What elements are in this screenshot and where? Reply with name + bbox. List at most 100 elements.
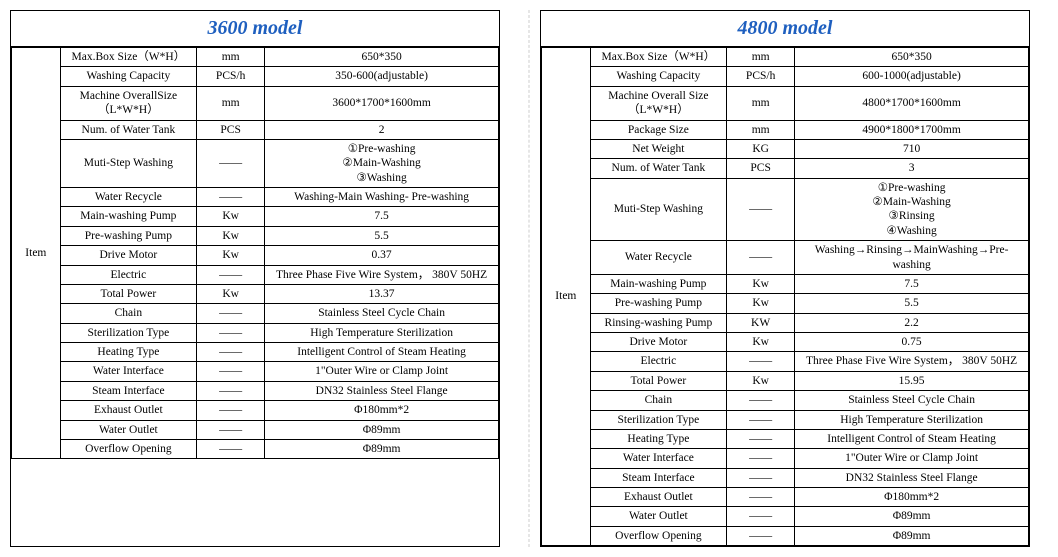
value-cell: 350-600(adjustable) (265, 67, 499, 86)
unit-cell: —— (197, 420, 265, 439)
table-row: Main-washing PumpKw7.5 (12, 207, 499, 226)
unit-cell: —— (727, 449, 795, 468)
value-cell: DN32 Stainless Steel Flange (795, 468, 1029, 487)
table-row: Electric——Three Phase Five Wire System， … (12, 265, 499, 284)
unit-cell: Kw (197, 246, 265, 265)
table-row: Water Outlet——Φ89mm (12, 420, 499, 439)
table-row: Total PowerKw13.37 (12, 284, 499, 303)
model-3600-title: 3600 model (11, 11, 499, 47)
param-cell: Total Power (590, 371, 726, 390)
model-4800-title: 4800 model (541, 11, 1029, 47)
unit-cell: mm (727, 86, 795, 120)
value-cell: Washing→Rinsing→MainWashing→Pre-washing (795, 241, 1029, 275)
table-row: Washing CapacityPCS/h600-1000(adjustable… (542, 67, 1029, 86)
table-row: Muti-Step Washing——①Pre-washing②Main-Was… (12, 139, 499, 187)
table-row: Heating Type——Intelligent Control of Ste… (12, 343, 499, 362)
param-cell: Main-washing Pump (60, 207, 196, 226)
param-cell: Drive Motor (60, 246, 196, 265)
unit-cell: PCS/h (197, 67, 265, 86)
param-cell: Rinsing-washing Pump (590, 313, 726, 332)
value-cell: Washing-Main Washing- Pre-washing (265, 188, 499, 207)
value-cell: 7.5 (795, 274, 1029, 293)
value-cell: 15.95 (795, 371, 1029, 390)
unit-cell: KW (727, 313, 795, 332)
param-cell: Overflow Opening (60, 439, 196, 458)
table-row: ItemMax.Box Size（W*H）mm650*350 (12, 48, 499, 67)
table-row: Net WeightKG710 (542, 139, 1029, 158)
param-cell: Machine Overall Size（L*W*H） (590, 86, 726, 120)
value-cell: High Temperature Sterilization (795, 410, 1029, 429)
param-cell: Sterilization Type (60, 323, 196, 342)
value-cell: 710 (795, 139, 1029, 158)
unit-cell: Kw (727, 333, 795, 352)
table-row: Main-washing PumpKw7.5 (542, 274, 1029, 293)
value-cell: 1"Outer Wire or Clamp Joint (795, 449, 1029, 468)
param-cell: Package Size (590, 120, 726, 139)
unit-cell: —— (727, 468, 795, 487)
param-cell: Water Recycle (590, 241, 726, 275)
table-row: Drive MotorKw0.37 (12, 246, 499, 265)
value-cell: Φ180mm*2 (265, 401, 499, 420)
param-cell: Exhaust Outlet (60, 401, 196, 420)
param-cell: Chain (60, 304, 196, 323)
unit-cell: —— (197, 188, 265, 207)
table-row: Total PowerKw15.95 (542, 371, 1029, 390)
table-row: Num. of Water TankPCS3 (542, 159, 1029, 178)
param-cell: Electric (60, 265, 196, 284)
unit-cell: mm (197, 48, 265, 67)
table-row: Sterilization Type——High Temperature Ste… (12, 323, 499, 342)
table-row: Sterilization Type——High Temperature Ste… (542, 410, 1029, 429)
value-cell: 7.5 (265, 207, 499, 226)
table-row: Exhaust Outlet——Φ180mm*2 (542, 488, 1029, 507)
table-row: Machine Overall Size（L*W*H）mm4800*1700*1… (542, 86, 1029, 120)
table-row: Overflow Opening——Φ89mm (542, 526, 1029, 545)
table-row: Water Outlet——Φ89mm (542, 507, 1029, 526)
unit-cell: mm (197, 86, 265, 120)
value-cell: Three Phase Five Wire System， 380V 50HZ (795, 352, 1029, 371)
model-4800-table: ItemMax.Box Size（W*H）mm650*350Washing Ca… (541, 47, 1029, 546)
param-cell: Pre-washing Pump (590, 294, 726, 313)
unit-cell: —— (727, 526, 795, 545)
param-cell: Water Interface (590, 449, 726, 468)
unit-cell: —— (197, 439, 265, 458)
value-cell: 0.75 (795, 333, 1029, 352)
param-cell: Machine OverallSize（L*W*H） (60, 86, 196, 120)
value-cell: 2 (265, 120, 499, 139)
table-row: Machine OverallSize（L*W*H）mm3600*1700*16… (12, 86, 499, 120)
table-row: Pre-washing PumpKw5.5 (12, 226, 499, 245)
table-row: Exhaust Outlet——Φ180mm*2 (12, 401, 499, 420)
value-cell: 1"Outer Wire or Clamp Joint (265, 362, 499, 381)
table-row: Steam Interface——DN32 Stainless Steel Fl… (542, 468, 1029, 487)
value-cell: Intelligent Control of Steam Heating (265, 343, 499, 362)
table-row: Water Recycle——Washing→Rinsing→MainWashi… (542, 241, 1029, 275)
unit-cell: PCS/h (727, 67, 795, 86)
param-cell: Electric (590, 352, 726, 371)
unit-cell: KG (727, 139, 795, 158)
unit-cell: Kw (727, 294, 795, 313)
unit-cell: Kw (197, 284, 265, 303)
item-label-cell: Item (12, 48, 61, 459)
param-cell: Water Recycle (60, 188, 196, 207)
value-cell: Three Phase Five Wire System， 380V 50HZ (265, 265, 499, 284)
table-row: Chain——Stainless Steel Cycle Chain (12, 304, 499, 323)
param-cell: Num. of Water Tank (60, 120, 196, 139)
value-cell: Φ89mm (265, 439, 499, 458)
unit-cell: PCS (197, 120, 265, 139)
table-row: Rinsing-washing PumpKW2.2 (542, 313, 1029, 332)
param-cell: Num. of Water Tank (590, 159, 726, 178)
param-cell: Muti-Step Washing (590, 178, 726, 241)
param-cell: Max.Box Size（W*H） (60, 48, 196, 67)
model-3600-panel: 3600 model ItemMax.Box Size（W*H）mm650*35… (10, 10, 500, 547)
unit-cell: —— (197, 323, 265, 342)
value-cell: Φ180mm*2 (795, 488, 1029, 507)
unit-cell: PCS (727, 159, 795, 178)
value-cell: 13.37 (265, 284, 499, 303)
unit-cell: —— (197, 304, 265, 323)
unit-cell: —— (727, 410, 795, 429)
value-cell: Φ89mm (795, 507, 1029, 526)
param-cell: Pre-washing Pump (60, 226, 196, 245)
param-cell: Net Weight (590, 139, 726, 158)
model-3600-table: ItemMax.Box Size（W*H）mm650*350Washing Ca… (11, 47, 499, 459)
unit-cell: —— (197, 139, 265, 187)
param-cell: Washing Capacity (60, 67, 196, 86)
